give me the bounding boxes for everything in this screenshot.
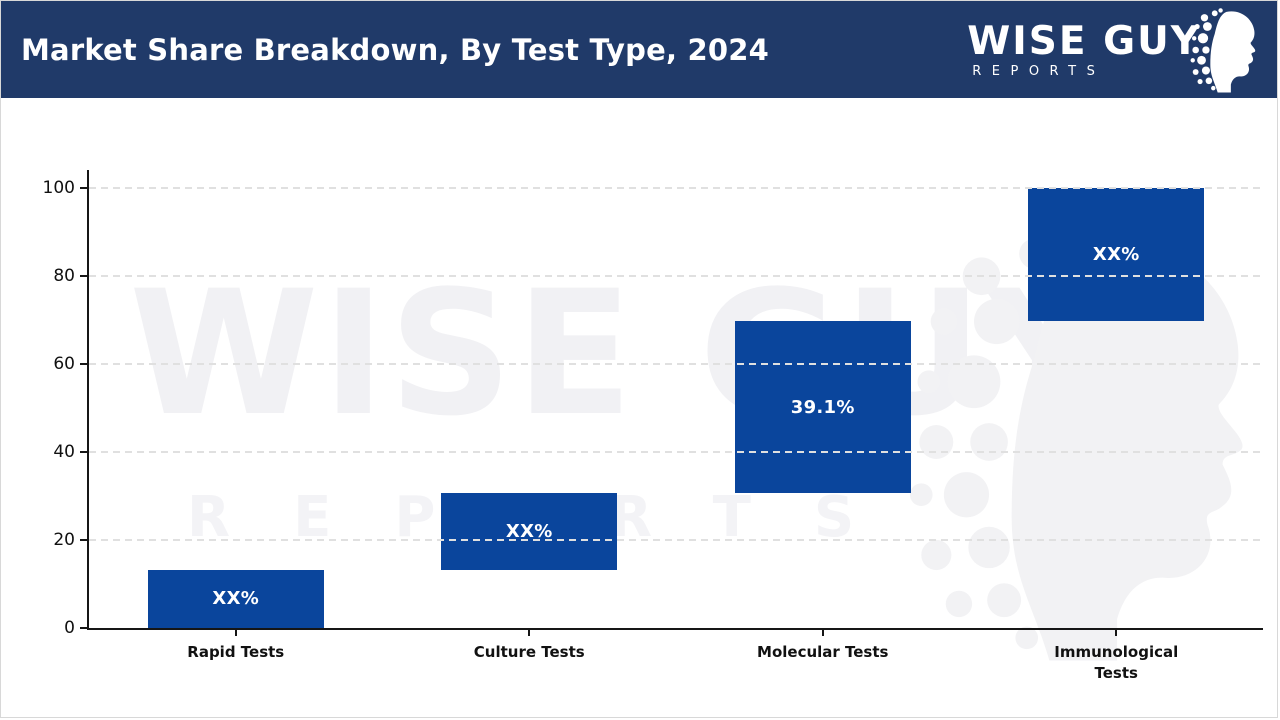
x-tickmark (528, 628, 531, 636)
y-tickmark-80 (80, 275, 89, 277)
x-tick-label: Immunological Tests (1054, 643, 1179, 682)
gridline-20 (89, 539, 1263, 541)
gridline-100 (89, 187, 1263, 189)
y-tick-label: 80 (53, 266, 75, 286)
y-tick-label: 100 (42, 178, 75, 198)
y-tickmark-40 (80, 451, 89, 453)
logo-wordmark-line2: REPORTS (972, 63, 1106, 79)
y-tick-label: 0 (64, 618, 75, 638)
y-axis (87, 170, 89, 630)
page-title: Market Share Breakdown, By Test Type, 20… (21, 32, 770, 67)
bar-value-label: XX% (1092, 244, 1140, 266)
bar-value-label: XX% (505, 521, 553, 543)
plot: XX% XX% 39.1% XX% 0 20 40 60 80 100 Rapid Tests Cul… (1, 98, 1277, 717)
gridline-40 (89, 451, 1263, 453)
bar-rapid-tests: XX% (147, 569, 324, 628)
x-tickmark (821, 628, 824, 636)
header-banner: Market Share Breakdown, By Test Type, 20… (1, 1, 1277, 98)
logo-wordmark-line1: WISE GUY (967, 18, 1201, 64)
logo-wordmark: WISE GUY REPORTS (967, 22, 1201, 78)
chart-area: WISE GUY REPORTS XX%XX%39.1%XX%020406080… (1, 98, 1277, 717)
y-tickmark-100 (80, 187, 89, 189)
bar-immunological-tests: XX% (1028, 188, 1205, 322)
bar-value-label: 39.1% (790, 396, 855, 418)
x-axis (87, 628, 1263, 630)
x-tickmark (234, 628, 237, 636)
gridline-80 (89, 275, 1263, 277)
y-tickmark-0 (80, 627, 89, 629)
y-tickmark-60 (80, 363, 89, 365)
bar-molecular-tests: 39.1% (734, 321, 911, 494)
y-tick-label: 20 (53, 530, 75, 550)
gridline-60 (89, 363, 1263, 365)
brand-logo: WISE GUY REPORTS (967, 6, 1263, 94)
x-tick-label: Culture Tests (473, 643, 585, 661)
x-tick-label: Rapid Tests (187, 643, 285, 661)
bar-culture-tests: XX% (441, 493, 618, 570)
x-tick-label: Molecular Tests (757, 643, 889, 661)
y-tick-label: 60 (53, 354, 75, 374)
bar-value-label: XX% (212, 588, 260, 610)
y-tickmark-20 (80, 539, 89, 541)
y-tick-label: 40 (53, 442, 75, 462)
